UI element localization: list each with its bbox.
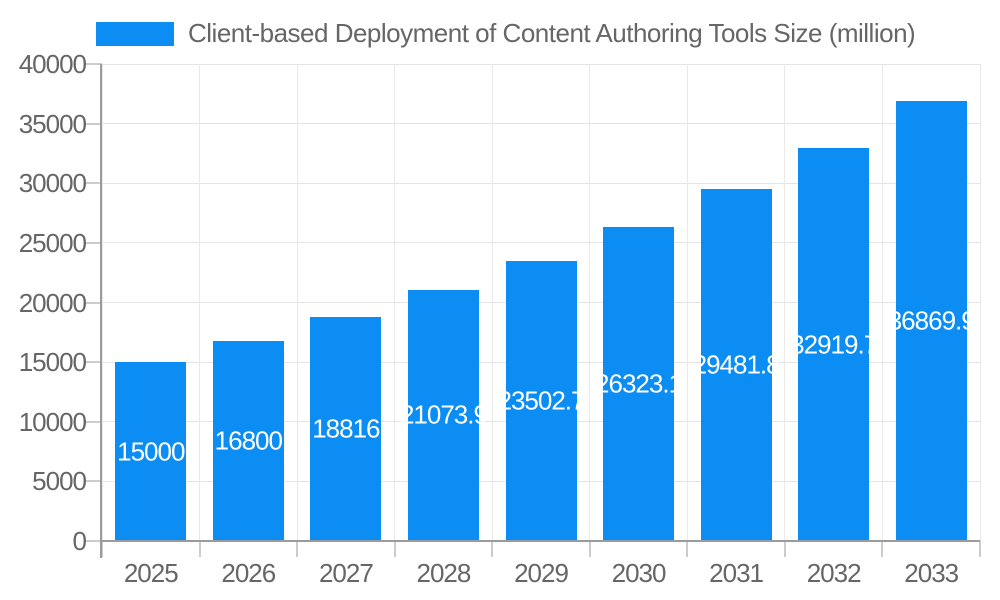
gridline-horizontal [102, 123, 980, 125]
bar[interactable]: 16800 [212, 340, 284, 541]
bar[interactable]: 32919.7 [790, 148, 878, 541]
y-axis-tick-label: 15000 [18, 347, 87, 378]
y-axis-tick [84, 540, 102, 542]
y-axis-tick-label: 5000 [32, 466, 87, 497]
bar[interactable]: 23502.7 [498, 260, 585, 541]
gridline-vertical [199, 64, 201, 541]
legend-label: Client-based Deployment of Content Autho… [188, 18, 916, 48]
x-axis-tick [296, 541, 299, 557]
legend-item[interactable]: Client-based Deployment of Content Autho… [96, 18, 916, 49]
gridline-vertical [101, 64, 103, 541]
gridline-vertical [394, 64, 396, 541]
y-axis-tick [84, 301, 102, 304]
x-axis-tick-label: 2028 [416, 558, 472, 588]
x-axis-tick-label: 2026 [221, 558, 276, 588]
gridline-vertical [589, 64, 591, 541]
bar[interactable]: 18816 [310, 316, 382, 541]
y-axis-tick [84, 63, 102, 65]
bar[interactable]: 21073.9 [400, 289, 488, 541]
bar-value-label: 15000 [117, 436, 185, 467]
y-axis-tick [84, 182, 102, 185]
x-axis-tick-label: 2031 [709, 558, 764, 588]
bar-value-label: 26323.1 [595, 368, 683, 399]
x-axis-tick-label: 2025 [123, 558, 179, 588]
x-axis-tick [491, 541, 494, 557]
x-axis-tick-label: 2029 [514, 558, 569, 588]
bar-value-label: 32919.7 [790, 329, 878, 360]
bar[interactable]: 36869.9 [888, 101, 976, 541]
y-axis-tick-label: 20000 [18, 287, 87, 318]
gridline-vertical [296, 64, 298, 541]
legend-swatch [96, 21, 174, 46]
x-axis-tick [198, 541, 201, 557]
bar-value-label: 23502.7 [497, 385, 586, 416]
y-axis-tick-label: 0 [72, 526, 87, 556]
x-axis-tick-label: 2030 [611, 558, 667, 588]
gridline-vertical [881, 64, 883, 541]
gridline-horizontal [102, 242, 980, 244]
bar[interactable]: 26323.1 [595, 227, 683, 541]
y-axis-tick [84, 361, 102, 364]
x-axis-tick [588, 541, 591, 557]
bar[interactable]: 15000 [115, 362, 187, 541]
x-axis-tick-label: 2027 [318, 558, 374, 588]
x-axis-tick-label: 2032 [806, 558, 862, 588]
gridline-vertical [686, 64, 688, 541]
y-axis-tick-label: 25000 [18, 227, 87, 258]
x-axis-tick [393, 541, 396, 557]
y-axis-tick [84, 480, 102, 483]
y-axis-tick-label: 40000 [18, 49, 87, 79]
y-axis-line [100, 64, 102, 558]
gridline-horizontal [102, 182, 980, 184]
x-axis-tick [101, 541, 103, 557]
gridline-vertical [979, 64, 981, 541]
y-axis-tick-label: 10000 [18, 406, 87, 437]
y-axis-tick [84, 420, 102, 423]
bar-value-label: 21073.9 [399, 399, 488, 430]
x-axis-tick [686, 541, 689, 557]
x-axis-tick [881, 541, 884, 557]
y-axis-tick-label: 30000 [18, 168, 87, 199]
x-axis-line [100, 540, 980, 542]
bar-value-label: 36869.9 [887, 305, 976, 336]
bar-value-label: 18816 [312, 413, 380, 444]
y-axis-tick [84, 122, 102, 125]
x-axis-tick [783, 541, 786, 557]
gridline-vertical [491, 64, 493, 541]
gridline-horizontal [102, 63, 980, 65]
y-axis-tick [84, 241, 102, 244]
bar-value-label: 16800 [214, 425, 283, 456]
bar[interactable]: 29481.8 [693, 189, 781, 541]
y-axis-tick-label: 35000 [18, 108, 87, 139]
x-axis-tick [979, 541, 981, 557]
gridline-vertical [784, 64, 786, 541]
x-axis-tick-label: 2033 [904, 558, 959, 588]
bar-value-label: 29481.8 [692, 349, 781, 380]
